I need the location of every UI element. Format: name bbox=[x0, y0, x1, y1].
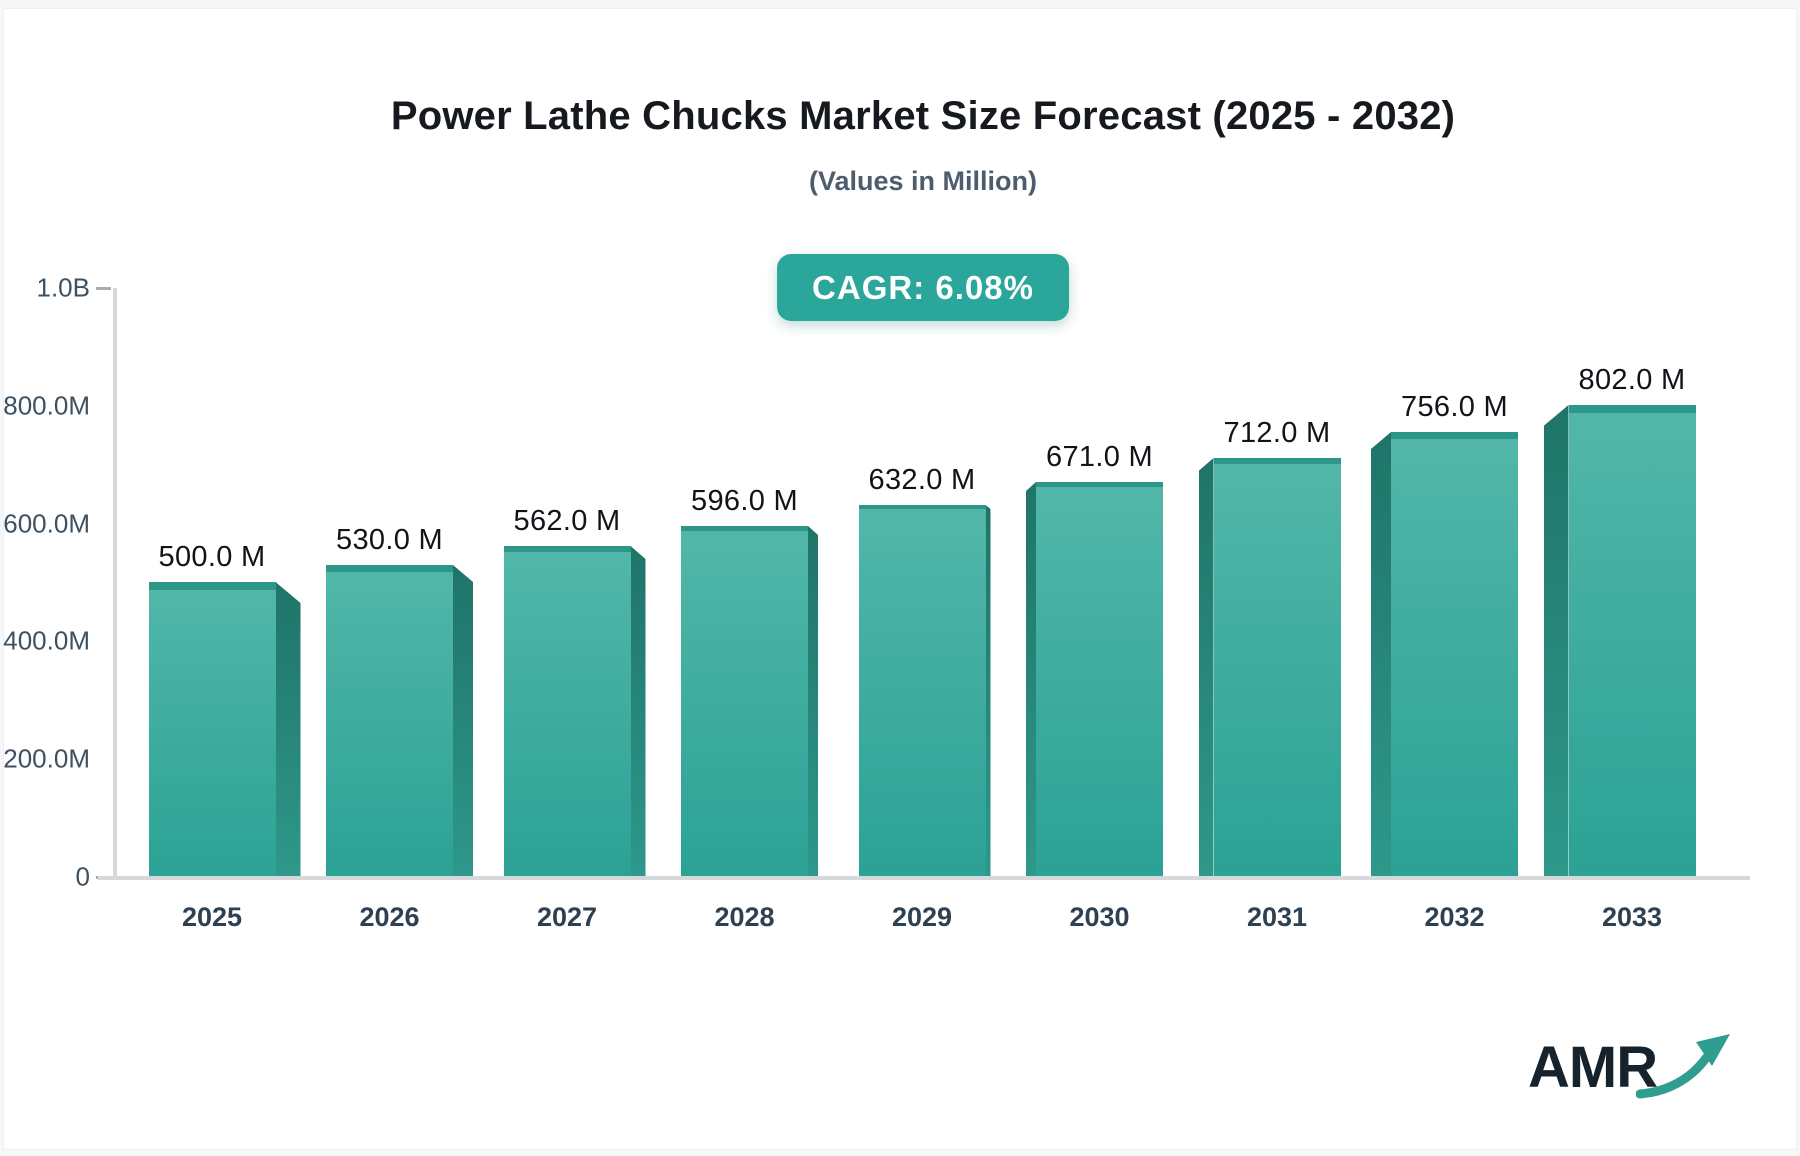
x-axis-label-2029: 2029 bbox=[891, 902, 953, 932]
x-axis-label-2025: 2025 bbox=[181, 902, 243, 932]
bar-top-edge-2027 bbox=[503, 546, 631, 552]
bar-value-label-2025: 500.0 M bbox=[158, 541, 266, 573]
amr-logo-text: AMR bbox=[1528, 1035, 1658, 1100]
y-axis-tick-label: 0 bbox=[75, 861, 90, 892]
bar-top-edge-2031 bbox=[1213, 458, 1341, 464]
bar-value-label-2028: 596.0 M bbox=[691, 485, 798, 517]
x-axis-label-2027: 2027 bbox=[536, 902, 598, 932]
bar-value-label-2032: 756.0 M bbox=[1401, 391, 1508, 423]
bar-side-face-2031 bbox=[1198, 458, 1214, 877]
bar-top-edge-2032 bbox=[1391, 432, 1518, 439]
chart-subtitle: (Values in Million) bbox=[808, 166, 1038, 196]
y-axis-tick-label: 1.0B bbox=[36, 272, 91, 303]
x-axis-label-2033: 2033 bbox=[1601, 902, 1663, 932]
bar-top-edge-2025 bbox=[148, 582, 276, 590]
bar-top-edge-2029 bbox=[858, 505, 986, 509]
y-axis-tick-label: 400.0M bbox=[3, 625, 90, 656]
bar-side-face-2029 bbox=[985, 505, 991, 877]
bar-2025[interactable] bbox=[148, 582, 276, 877]
bar-2030[interactable] bbox=[1036, 482, 1163, 877]
growth-arrow-icon bbox=[1636, 1034, 1730, 1099]
y-axis-line bbox=[113, 288, 117, 877]
bar-2028[interactable] bbox=[681, 526, 808, 877]
bar-value-label-2030: 671.0 M bbox=[1046, 441, 1153, 473]
bar-side-face-2027 bbox=[630, 546, 646, 877]
x-axis-label-2028: 2028 bbox=[714, 902, 775, 932]
bar-side-face-2032 bbox=[1371, 432, 1391, 877]
bar-value-label-2031: 712.0 M bbox=[1223, 417, 1331, 449]
bar-2032[interactable] bbox=[1391, 432, 1518, 877]
bar-2029[interactable] bbox=[858, 505, 986, 877]
bar-top-edge-2033 bbox=[1568, 405, 1696, 413]
y-axis-tick-label: 800.0M bbox=[3, 390, 90, 421]
y-axis-tick-mark bbox=[96, 286, 111, 290]
bar-2026[interactable] bbox=[326, 565, 453, 877]
x-axis-label-2031: 2031 bbox=[1246, 902, 1308, 932]
y-axis-tick-label: 600.0M bbox=[3, 508, 90, 539]
amr-logo: AMR bbox=[1528, 1034, 1730, 1101]
cagr-badge: CAGR: 6.08% bbox=[777, 254, 1069, 321]
x-axis-label-2026: 2026 bbox=[359, 902, 420, 932]
chart-title: Power Lathe Chucks Market Size Forecast … bbox=[390, 94, 1456, 138]
bar-value-label-2027: 562.0 M bbox=[513, 505, 621, 537]
y-axis-tick-label: 200.0M bbox=[3, 743, 90, 774]
bar-side-face-2026 bbox=[453, 565, 473, 877]
bar-2031[interactable] bbox=[1213, 458, 1341, 877]
bar-value-label-2026: 530.0 M bbox=[336, 524, 443, 556]
x-axis-label-2030: 2030 bbox=[1069, 902, 1130, 932]
x-axis-label-2032: 2032 bbox=[1424, 902, 1485, 932]
bar-side-face-2028 bbox=[808, 526, 818, 877]
x-axis-line bbox=[98, 876, 1750, 880]
bar-side-face-2033 bbox=[1543, 405, 1569, 877]
bar-side-face-2030 bbox=[1026, 482, 1036, 877]
bar-side-face-2025 bbox=[275, 582, 301, 877]
bar-top-edge-2028 bbox=[681, 526, 808, 531]
bar-top-edge-2030 bbox=[1036, 482, 1163, 487]
bar-2027[interactable] bbox=[503, 546, 631, 877]
bar-value-label-2029: 632.0 M bbox=[868, 464, 976, 496]
bar-top-edge-2026 bbox=[326, 565, 453, 572]
bar-2033[interactable] bbox=[1568, 405, 1696, 877]
bar-value-label-2033: 802.0 M bbox=[1578, 364, 1686, 396]
